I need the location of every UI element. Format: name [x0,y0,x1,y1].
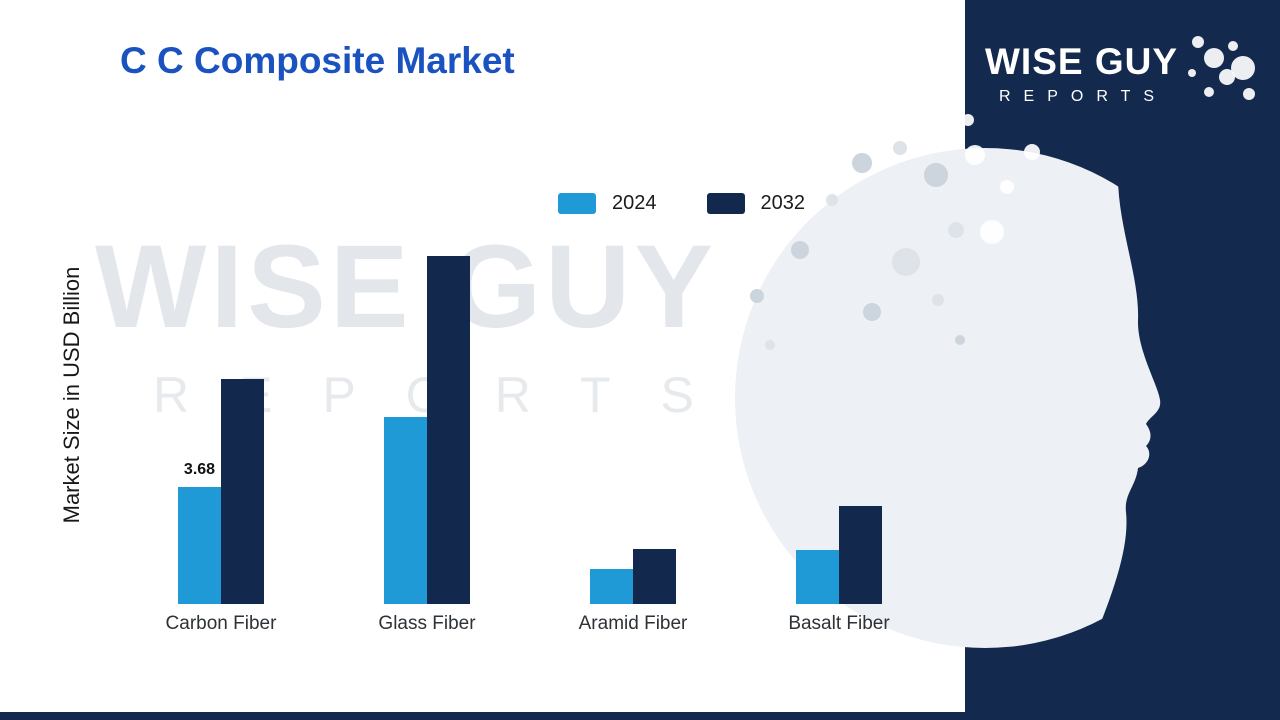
bar-2032-carbon-fiber [221,379,264,604]
bar-group-basalt-fiber: Basalt Fiber [783,224,895,636]
value-label-2024-carbon-fiber: 3.68 [183,461,216,479]
brand-logo: WISE GUY REPORTS [985,41,1179,106]
legend-item-2024: 2024 [558,192,657,215]
decorative-dot [1228,41,1238,51]
bar-2024-basalt-fiber [796,550,839,604]
bar-chart: 3.68 Carbon Fiber Glass Fiber Aramid Fiber B… [118,224,942,636]
bar-group-aramid-fiber: Aramid Fiber [577,224,689,636]
category-label-glass-fiber: Glass Fiber [378,613,476,634]
bars-aramid-fiber [590,224,676,604]
bar-2024-glass-fiber [384,417,427,604]
bar-2024-aramid-fiber [590,569,633,604]
category-label-basalt-fiber: Basalt Fiber [788,613,890,634]
decorative-dot [1243,88,1255,100]
decorative-dot [852,153,872,173]
decorative-dot [948,222,964,238]
decorative-dot [765,340,775,350]
decorative-dot [1231,56,1255,80]
bar-group-glass-fiber: Glass Fiber [371,224,483,636]
chart-legend: 2024 2032 [558,192,805,215]
legend-item-2032: 2032 [706,192,806,215]
bar-2032-basalt-fiber [839,505,882,604]
decorative-dot [932,294,944,306]
legend-swatch-2024 [558,193,596,214]
bars-basalt-fiber [796,224,882,604]
decorative-dot [791,241,809,259]
decorative-dot [1219,69,1235,85]
bottom-accent-bar [0,712,1280,720]
decorative-dot [965,145,985,165]
decorative-dot [826,194,838,206]
bars-carbon-fiber: 3.68 [178,224,264,604]
decorative-dot [1204,87,1214,97]
decorative-dot [955,335,965,345]
decorative-dot [892,248,920,276]
bar-2032-glass-fiber [427,255,470,604]
bar-2032-aramid-fiber [633,548,676,604]
decorative-dot [750,289,764,303]
decorative-dot [1204,48,1224,68]
decorative-dot [962,114,974,126]
bar-2024-carbon-fiber: 3.68 [178,461,221,604]
decorative-dot [1024,144,1040,160]
legend-label-2032: 2032 [760,192,806,214]
watermark-line1: WISE GUY [95,221,718,353]
bars-glass-fiber [384,224,470,604]
decorative-dot [1188,69,1196,77]
y-axis-label: Market Size in USD Billion [59,266,84,524]
page-title: C C Composite Market [120,40,515,81]
category-label-aramid-fiber: Aramid Fiber [578,613,688,634]
category-label-carbon-fiber: Carbon Fiber [165,613,277,634]
decorative-dot [893,141,907,155]
bar-group-carbon-fiber: 3.68 Carbon Fiber [165,224,277,636]
decorative-dot [1192,36,1204,48]
decorative-dot [1000,180,1014,194]
decorative-dot [980,220,1004,244]
decorative-dot [863,303,881,321]
brand-logo-line1: WISE GUY [985,41,1179,82]
legend-label-2024: 2024 [612,192,657,214]
legend-swatch-2032 [706,193,745,214]
brand-logo-line2: REPORTS [999,87,1168,105]
decorative-dot [924,163,948,187]
face-profile-shape [1090,150,1240,650]
